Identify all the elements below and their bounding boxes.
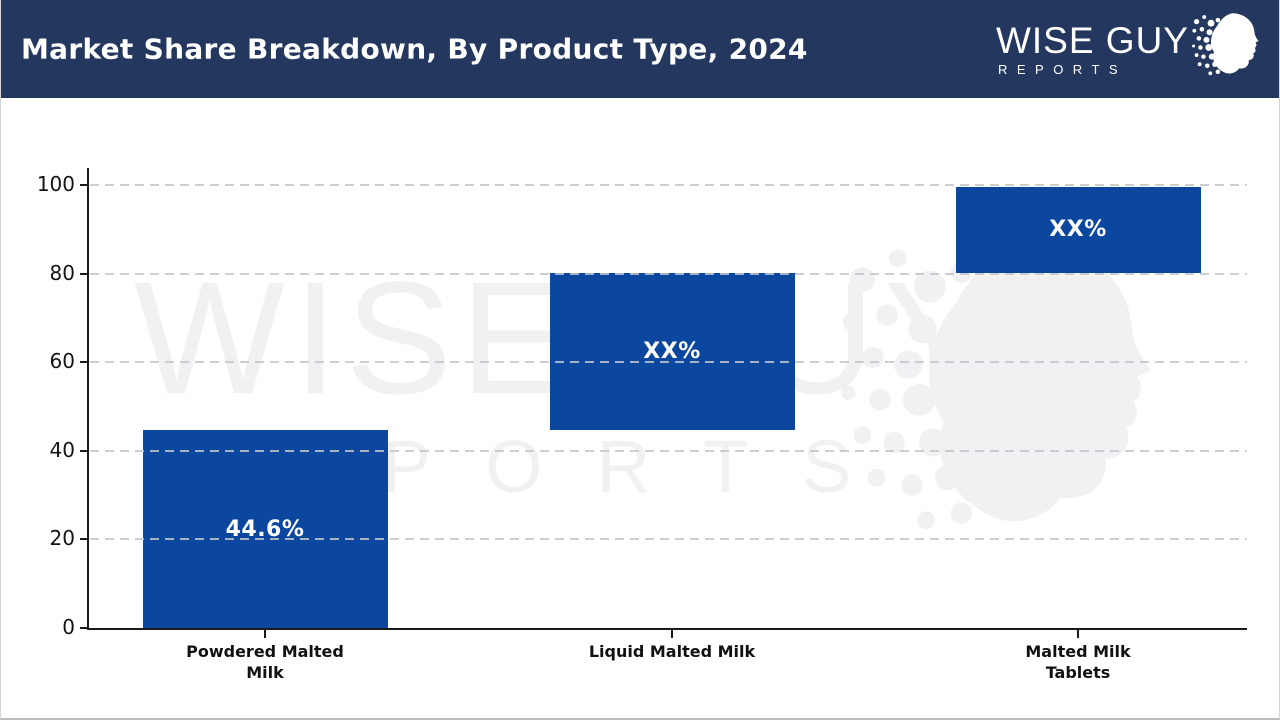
gridline-40 xyxy=(90,449,1247,452)
bar-value-label: XX% xyxy=(1049,217,1107,243)
y-axis xyxy=(87,168,89,630)
gridline-100 xyxy=(90,184,1247,186)
gridline-20 xyxy=(90,538,1247,541)
logo-text: WISE GUY REPORTS xyxy=(996,22,1189,76)
y-tick-label: 20 xyxy=(49,526,75,551)
y-tick xyxy=(80,538,88,541)
x-tick xyxy=(671,630,673,638)
y-tick-label: 0 xyxy=(62,615,75,639)
bar-value-label: 44.6% xyxy=(225,516,305,542)
bar-3: XX% xyxy=(955,186,1201,273)
x-axis xyxy=(87,628,1247,630)
y-tick xyxy=(80,361,88,364)
category-label-3: Malted Milk Tablets xyxy=(918,641,1238,683)
report-header: Market Share Breakdown, By Product Type,… xyxy=(1,0,1279,98)
category-label-line: Powdered Malted xyxy=(186,642,344,661)
bar-1: 44.6% xyxy=(142,430,388,628)
category-label-line: Liquid Malted Milk xyxy=(588,642,756,661)
bar-value-label: XX% xyxy=(643,339,701,365)
logo-subtitle: REPORTS xyxy=(997,62,1128,77)
y-tick xyxy=(80,184,88,186)
y-tick-label: 40 xyxy=(49,437,75,462)
category-label-line: Malted Milk xyxy=(1025,642,1131,661)
y-tick-label: 60 xyxy=(49,349,75,374)
category-label-line: Tablets xyxy=(1045,663,1111,682)
category-label-line: Milk xyxy=(246,663,284,682)
x-tick xyxy=(1077,630,1079,638)
gridline-60 xyxy=(90,361,1247,364)
category-label-2: Liquid Malted Milk xyxy=(512,641,832,662)
gridline-80 xyxy=(90,272,1247,275)
y-tick xyxy=(80,449,88,452)
y-tick-label: 80 xyxy=(49,260,75,285)
logo-face-icon xyxy=(1192,13,1259,76)
y-tick-label: 100 xyxy=(36,172,75,196)
bar-2: XX% xyxy=(549,272,795,431)
x-tick xyxy=(264,630,266,638)
y-tick xyxy=(80,627,88,629)
y-tick xyxy=(80,272,88,275)
page-title: Market Share Breakdown, By Product Type,… xyxy=(21,32,808,66)
wise-guy-logo: WISE GUY REPORTS xyxy=(996,11,1265,87)
logo-wordmark: WISE GUY xyxy=(995,20,1189,61)
category-label-1: Powdered Malted Milk xyxy=(105,641,425,683)
